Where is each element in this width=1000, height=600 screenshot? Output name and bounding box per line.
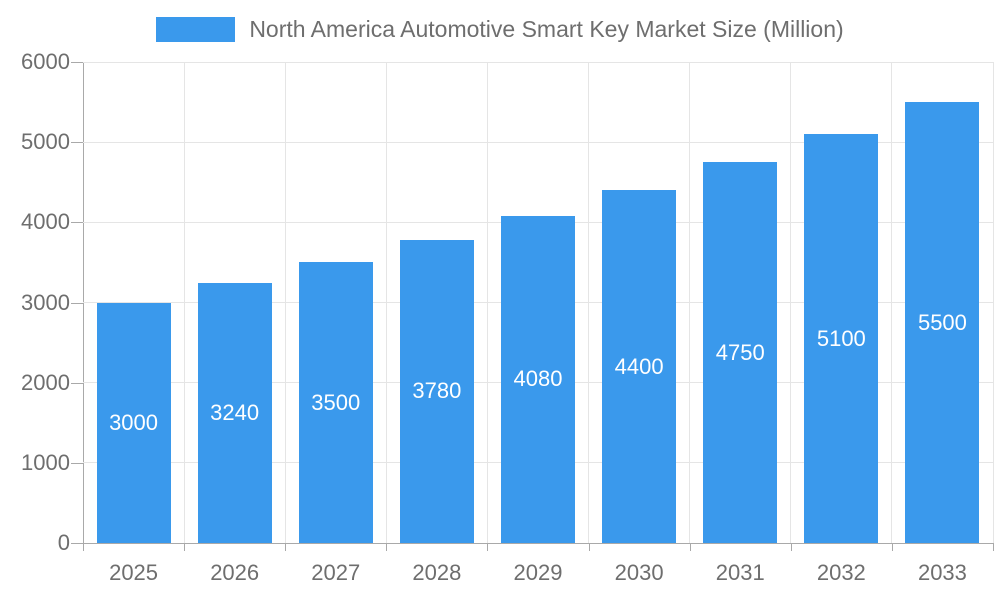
plot-area: 3000 3240 3500 3780 4080 4400 4750 5100 5500 xyxy=(83,61,994,543)
bar-value-label: 5100 xyxy=(816,325,866,351)
x-axis-line xyxy=(83,543,993,544)
bar-value-label: 3240 xyxy=(210,400,260,426)
x-category-label: 2026 xyxy=(210,560,260,585)
v-gridline xyxy=(284,62,286,543)
x-tick-mark xyxy=(588,543,590,551)
x-tick-mark xyxy=(285,543,287,551)
v-gridline xyxy=(689,62,691,543)
legend[interactable]: North America Automotive Smart Key Marke… xyxy=(0,14,1000,44)
y-tick-label: 3000 xyxy=(21,289,70,315)
y-tick-label: 2000 xyxy=(21,369,70,395)
x-tick-mark xyxy=(83,543,84,551)
bar-value-label: 4750 xyxy=(715,339,765,365)
x-category-label: 2025 xyxy=(109,560,159,585)
x-category-label: 2027 xyxy=(311,560,361,585)
legend-label: North America Automotive Smart Key Marke… xyxy=(249,16,844,42)
bar-value-label: 3500 xyxy=(311,389,361,415)
y-tick-mark xyxy=(71,222,83,224)
x-tick-mark xyxy=(790,543,792,551)
x-category-label: 2030 xyxy=(614,560,664,585)
y-tick-label: 6000 xyxy=(21,49,70,74)
x-category-label: 2032 xyxy=(816,560,866,585)
y-tick-mark xyxy=(71,62,83,63)
y-axis-line xyxy=(83,62,84,551)
h-gridline xyxy=(83,141,993,143)
v-gridline xyxy=(486,62,488,543)
v-gridline xyxy=(790,62,792,543)
v-gridline xyxy=(588,62,590,543)
bar-2031[interactable]: 4750 xyxy=(703,162,778,543)
x-category-label: 2033 xyxy=(917,560,967,585)
y-tick-mark xyxy=(71,382,83,384)
x-tick-mark xyxy=(386,543,388,551)
y-tick-mark xyxy=(71,462,83,464)
y-tick-label: 5000 xyxy=(21,129,70,155)
x-tick-mark xyxy=(891,543,893,551)
v-gridline xyxy=(385,62,387,543)
h-gridline xyxy=(83,61,993,63)
y-tick-mark xyxy=(71,302,83,304)
y-tick-mark xyxy=(71,142,83,144)
y-tick-label: 1000 xyxy=(21,449,70,475)
x-category-label: 2029 xyxy=(513,560,563,585)
x-category-label: 2031 xyxy=(715,560,765,585)
bar-2026[interactable]: 3240 xyxy=(197,283,272,543)
v-gridline xyxy=(992,62,994,543)
bar-value-label: 3780 xyxy=(412,378,462,404)
bar-2029[interactable]: 4080 xyxy=(501,215,575,543)
y-tick-label: 4000 xyxy=(21,209,70,235)
bar-2033[interactable]: 5500 xyxy=(905,102,980,543)
x-tick-mark xyxy=(487,543,489,551)
bar-value-label: 3000 xyxy=(109,409,159,435)
bar-2025[interactable]: 3000 xyxy=(96,302,171,543)
v-gridline xyxy=(183,62,185,543)
bar-value-label: 5500 xyxy=(917,309,967,335)
bar-2027[interactable]: 3500 xyxy=(298,262,373,543)
x-category-label: 2028 xyxy=(412,560,462,585)
v-gridline xyxy=(891,62,893,543)
bar-2028[interactable]: 3780 xyxy=(399,239,474,543)
bar-2032[interactable]: 5100 xyxy=(804,134,879,543)
bar-value-label: 4400 xyxy=(614,353,664,379)
x-tick-mark xyxy=(184,543,186,551)
x-tick-mark xyxy=(689,543,691,551)
bar-value-label: 4080 xyxy=(513,366,563,392)
y-tick-mark xyxy=(71,543,83,544)
legend-swatch-icon xyxy=(156,16,236,42)
y-tick-label: 0 xyxy=(57,530,70,555)
x-tick-mark xyxy=(993,543,994,551)
bar-2030[interactable]: 4400 xyxy=(602,190,677,543)
